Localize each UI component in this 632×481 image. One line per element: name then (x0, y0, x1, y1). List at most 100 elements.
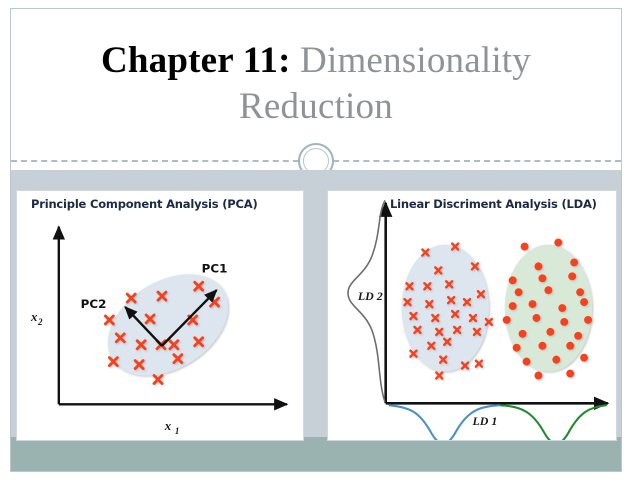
lda-marker-dot (580, 298, 589, 307)
panel-lda-title: Linear Discriment Analysis (LDA) (390, 197, 597, 211)
lda-marker-x (442, 337, 452, 347)
lda-marker-dot (508, 276, 517, 285)
lda-figure: LD 2 (347, 200, 610, 440)
lda-marker-x (474, 359, 484, 368)
lda-marker-dot (522, 357, 531, 366)
panel-pca: Principle Component Analysis (PCA) (16, 190, 304, 441)
page-title: Chapter 11: Dimensionality Reduction (11, 38, 621, 131)
lda-marker-x (423, 282, 432, 291)
lda-marker-dot (502, 315, 511, 324)
pca-marker-x (168, 339, 180, 351)
lda-marker-dot (538, 341, 547, 350)
lda-marker-dot (532, 314, 541, 322)
pca-figure: x 1 x 2 (30, 225, 289, 436)
lda-marker-x (434, 266, 443, 275)
pca-axes (52, 225, 289, 411)
pca-x-axis-label: x (164, 419, 172, 433)
pc2-label: PC2 (81, 297, 107, 311)
lda-marker-dot (546, 327, 555, 336)
lda-marker-dot (554, 238, 563, 247)
lda-marker-dot (566, 369, 575, 378)
lda-marker-dot (584, 315, 593, 324)
lda-axes (378, 201, 610, 411)
lda-marker-x (435, 327, 444, 337)
lda-marker-x (427, 341, 436, 350)
lda-marker-dot (534, 262, 543, 271)
pca-marker-x (133, 359, 145, 371)
pc1-arrow (161, 289, 218, 347)
pca-marker-x (135, 339, 147, 351)
pca-marker-x (144, 313, 156, 325)
lda-marker-x (409, 311, 418, 321)
pca-component-arrows: PC1 PC2 (81, 261, 228, 347)
pca-x-axis-sub: 1 (175, 426, 179, 436)
pca-marker-x (107, 356, 119, 368)
lda-marker-dot (574, 331, 583, 340)
pca-marker-x (156, 290, 168, 302)
lda-marker-dot (538, 274, 547, 283)
lda-marker-dot (580, 353, 589, 362)
lda-marker-dot (566, 341, 575, 350)
pca-marker-x (193, 336, 205, 348)
title-area: Chapter 11: Dimensionality Reduction (11, 9, 621, 159)
lda-marker-x (403, 297, 412, 307)
lda-marker-x (484, 317, 494, 327)
lda-marker-dot (514, 288, 523, 297)
lda-marker-x (421, 248, 430, 257)
lda-cluster-1-points (403, 242, 494, 380)
pca-marker-x (114, 332, 126, 344)
pca-marker-x (152, 374, 164, 385)
lda-marker-dot (528, 300, 537, 309)
lda-marker-dot (560, 317, 569, 326)
footer-band (11, 437, 621, 471)
lda-marker-x (470, 262, 480, 271)
pc1-label: PC1 (202, 261, 228, 275)
lda-marker-dot (558, 304, 567, 313)
lda-marker-x (476, 289, 486, 299)
pca-marker-x (125, 292, 137, 304)
lda-marker-x (462, 297, 472, 307)
pca-axis-labels: x 1 x 2 (30, 310, 179, 436)
pc2-arrow (124, 306, 163, 347)
lda-marker-x (450, 309, 460, 319)
title-divider (11, 143, 621, 179)
lda-marker-x (409, 349, 418, 358)
lda-marker-dot (552, 355, 561, 364)
ld1-curve-class-1 (388, 404, 500, 440)
lda-marker-x (405, 282, 414, 291)
lda-marker-x (431, 313, 440, 323)
lda-marker-dot (576, 288, 585, 297)
ld2-label: LD 2 (357, 289, 383, 303)
panel-lda: Linear Discriment Analysis (LDA) LD 2 (327, 190, 617, 441)
lda-marker-x (468, 313, 478, 323)
panel-pca-title: Principle Component Analysis (PCA) (31, 197, 258, 211)
lda-cluster-2-points (502, 238, 593, 380)
lda-marker-x (444, 280, 454, 289)
pca-marker-x (103, 314, 115, 326)
ld1-curve-class-2 (499, 404, 607, 440)
ld1-density-curves: LD 1 (388, 404, 607, 440)
lda-marker-x (446, 295, 456, 305)
lda-marker-dot (570, 258, 579, 267)
lda-marker-x (435, 371, 444, 380)
lda-marker-x (472, 327, 482, 337)
lda-cluster-2-ellipse (504, 244, 593, 372)
lda-marker-dot (544, 286, 553, 295)
lda-marker-dot (534, 371, 543, 380)
lda-marker-x (413, 325, 422, 335)
pca-data-ellipse (107, 274, 229, 376)
lda-marker-dot (520, 242, 529, 251)
lda-cluster-1-ellipse (401, 244, 489, 372)
title-subject-label: Dimensionality Reduction (239, 39, 531, 127)
lda-marker-x (450, 242, 460, 251)
lda-marker-x (452, 325, 462, 335)
lda-marker-x (439, 355, 448, 364)
lda-marker-x (460, 361, 470, 370)
lda-marker-dot (518, 329, 527, 338)
ld1-label: LD 1 (472, 414, 498, 428)
pca-marker-x (172, 353, 184, 365)
pca-marker-x (193, 280, 205, 292)
lda-marker-x (425, 299, 434, 309)
ld2-density-curve: LD 2 (347, 200, 386, 403)
